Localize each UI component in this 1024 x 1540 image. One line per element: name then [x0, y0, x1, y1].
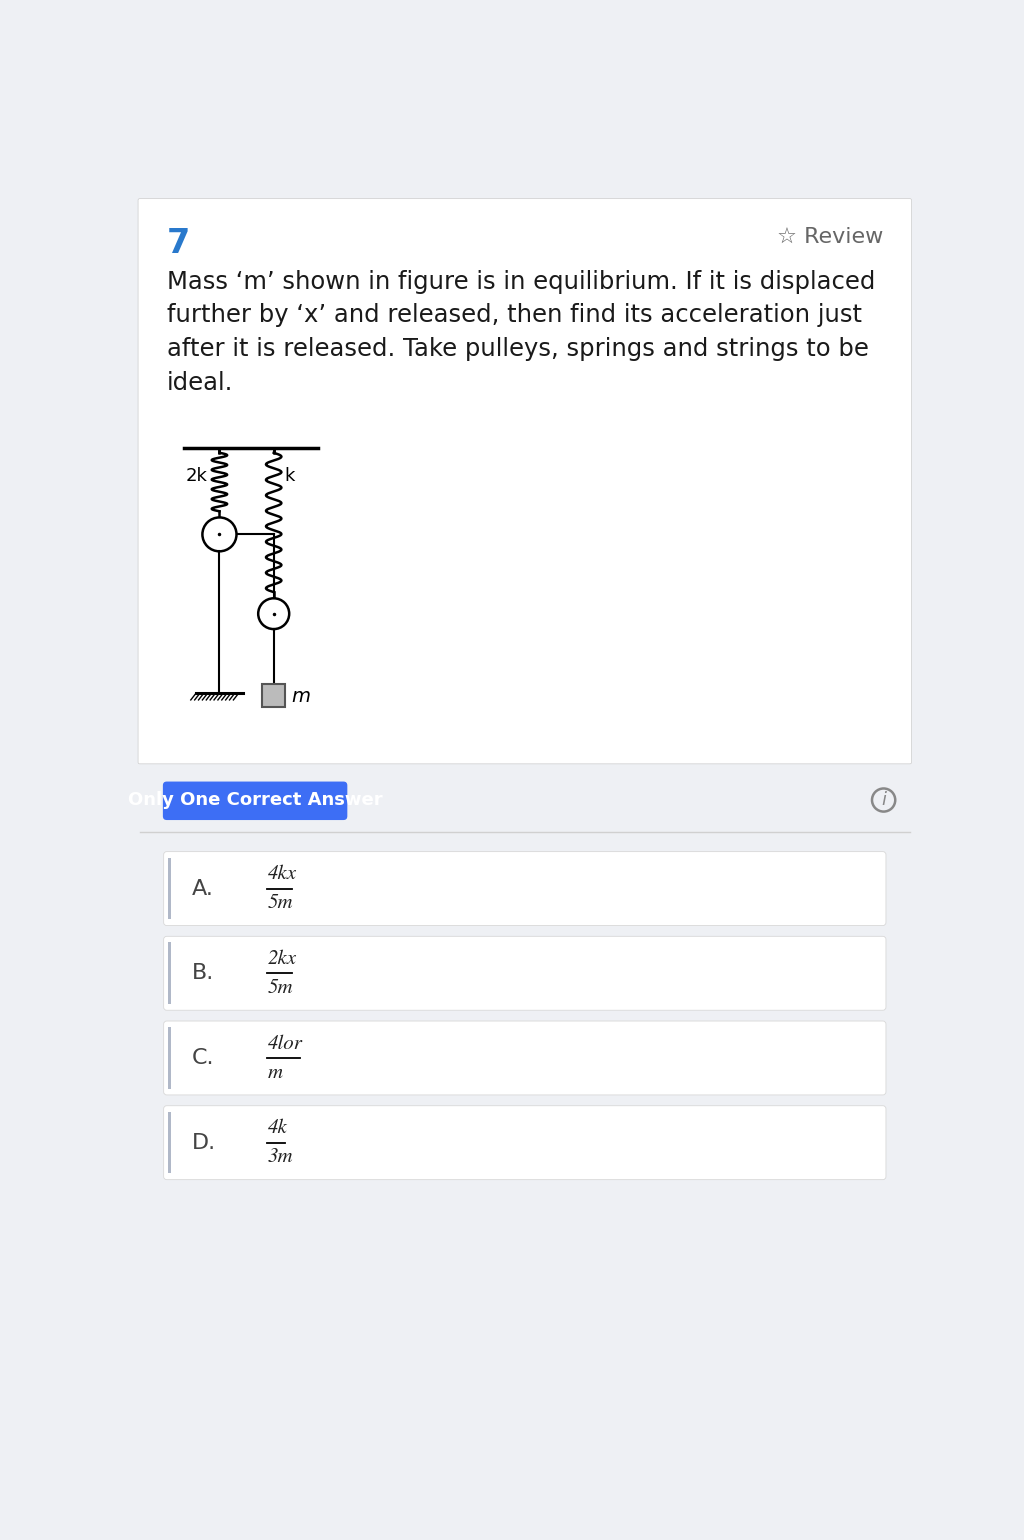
FancyBboxPatch shape: [164, 1021, 886, 1095]
Text: Mass ‘m’ shown in figure is in equilibrium. If it is displaced: Mass ‘m’ shown in figure is in equilibri…: [167, 270, 876, 294]
Text: further by ‘x’ and released, then find its acceleration just: further by ‘x’ and released, then find i…: [167, 303, 862, 328]
Text: 2k: 2k: [185, 467, 207, 485]
Text: 7: 7: [167, 226, 190, 260]
FancyBboxPatch shape: [163, 781, 347, 819]
FancyBboxPatch shape: [138, 199, 911, 764]
Text: 4lor: 4lor: [267, 1035, 302, 1053]
Text: i: i: [881, 792, 886, 809]
FancyBboxPatch shape: [164, 852, 886, 926]
Bar: [168, 1027, 171, 1089]
Text: m: m: [267, 1063, 283, 1081]
Text: 4k: 4k: [267, 1120, 288, 1137]
Text: after it is released. Take pulleys, springs and strings to be: after it is released. Take pulleys, spri…: [167, 337, 868, 362]
Bar: [262, 684, 286, 707]
Text: 5m: 5m: [267, 979, 293, 996]
Text: B.: B.: [191, 964, 214, 983]
Text: C.: C.: [191, 1049, 214, 1067]
FancyBboxPatch shape: [164, 936, 886, 1010]
Text: ☆ Review: ☆ Review: [777, 226, 884, 246]
Text: m: m: [292, 687, 310, 707]
Bar: [168, 942, 171, 1004]
Text: Only One Correct Answer: Only One Correct Answer: [128, 792, 382, 809]
Text: ideal.: ideal.: [167, 371, 233, 396]
Text: 2kx: 2kx: [267, 950, 297, 967]
Bar: [168, 1112, 171, 1173]
Text: 3m: 3m: [267, 1149, 293, 1166]
Text: 4kx: 4kx: [267, 865, 297, 882]
Text: A.: A.: [191, 879, 213, 898]
Text: D.: D.: [191, 1133, 216, 1152]
Bar: [168, 858, 171, 919]
Text: k: k: [285, 467, 295, 485]
Text: 5m: 5m: [267, 893, 293, 912]
FancyBboxPatch shape: [164, 1106, 886, 1180]
